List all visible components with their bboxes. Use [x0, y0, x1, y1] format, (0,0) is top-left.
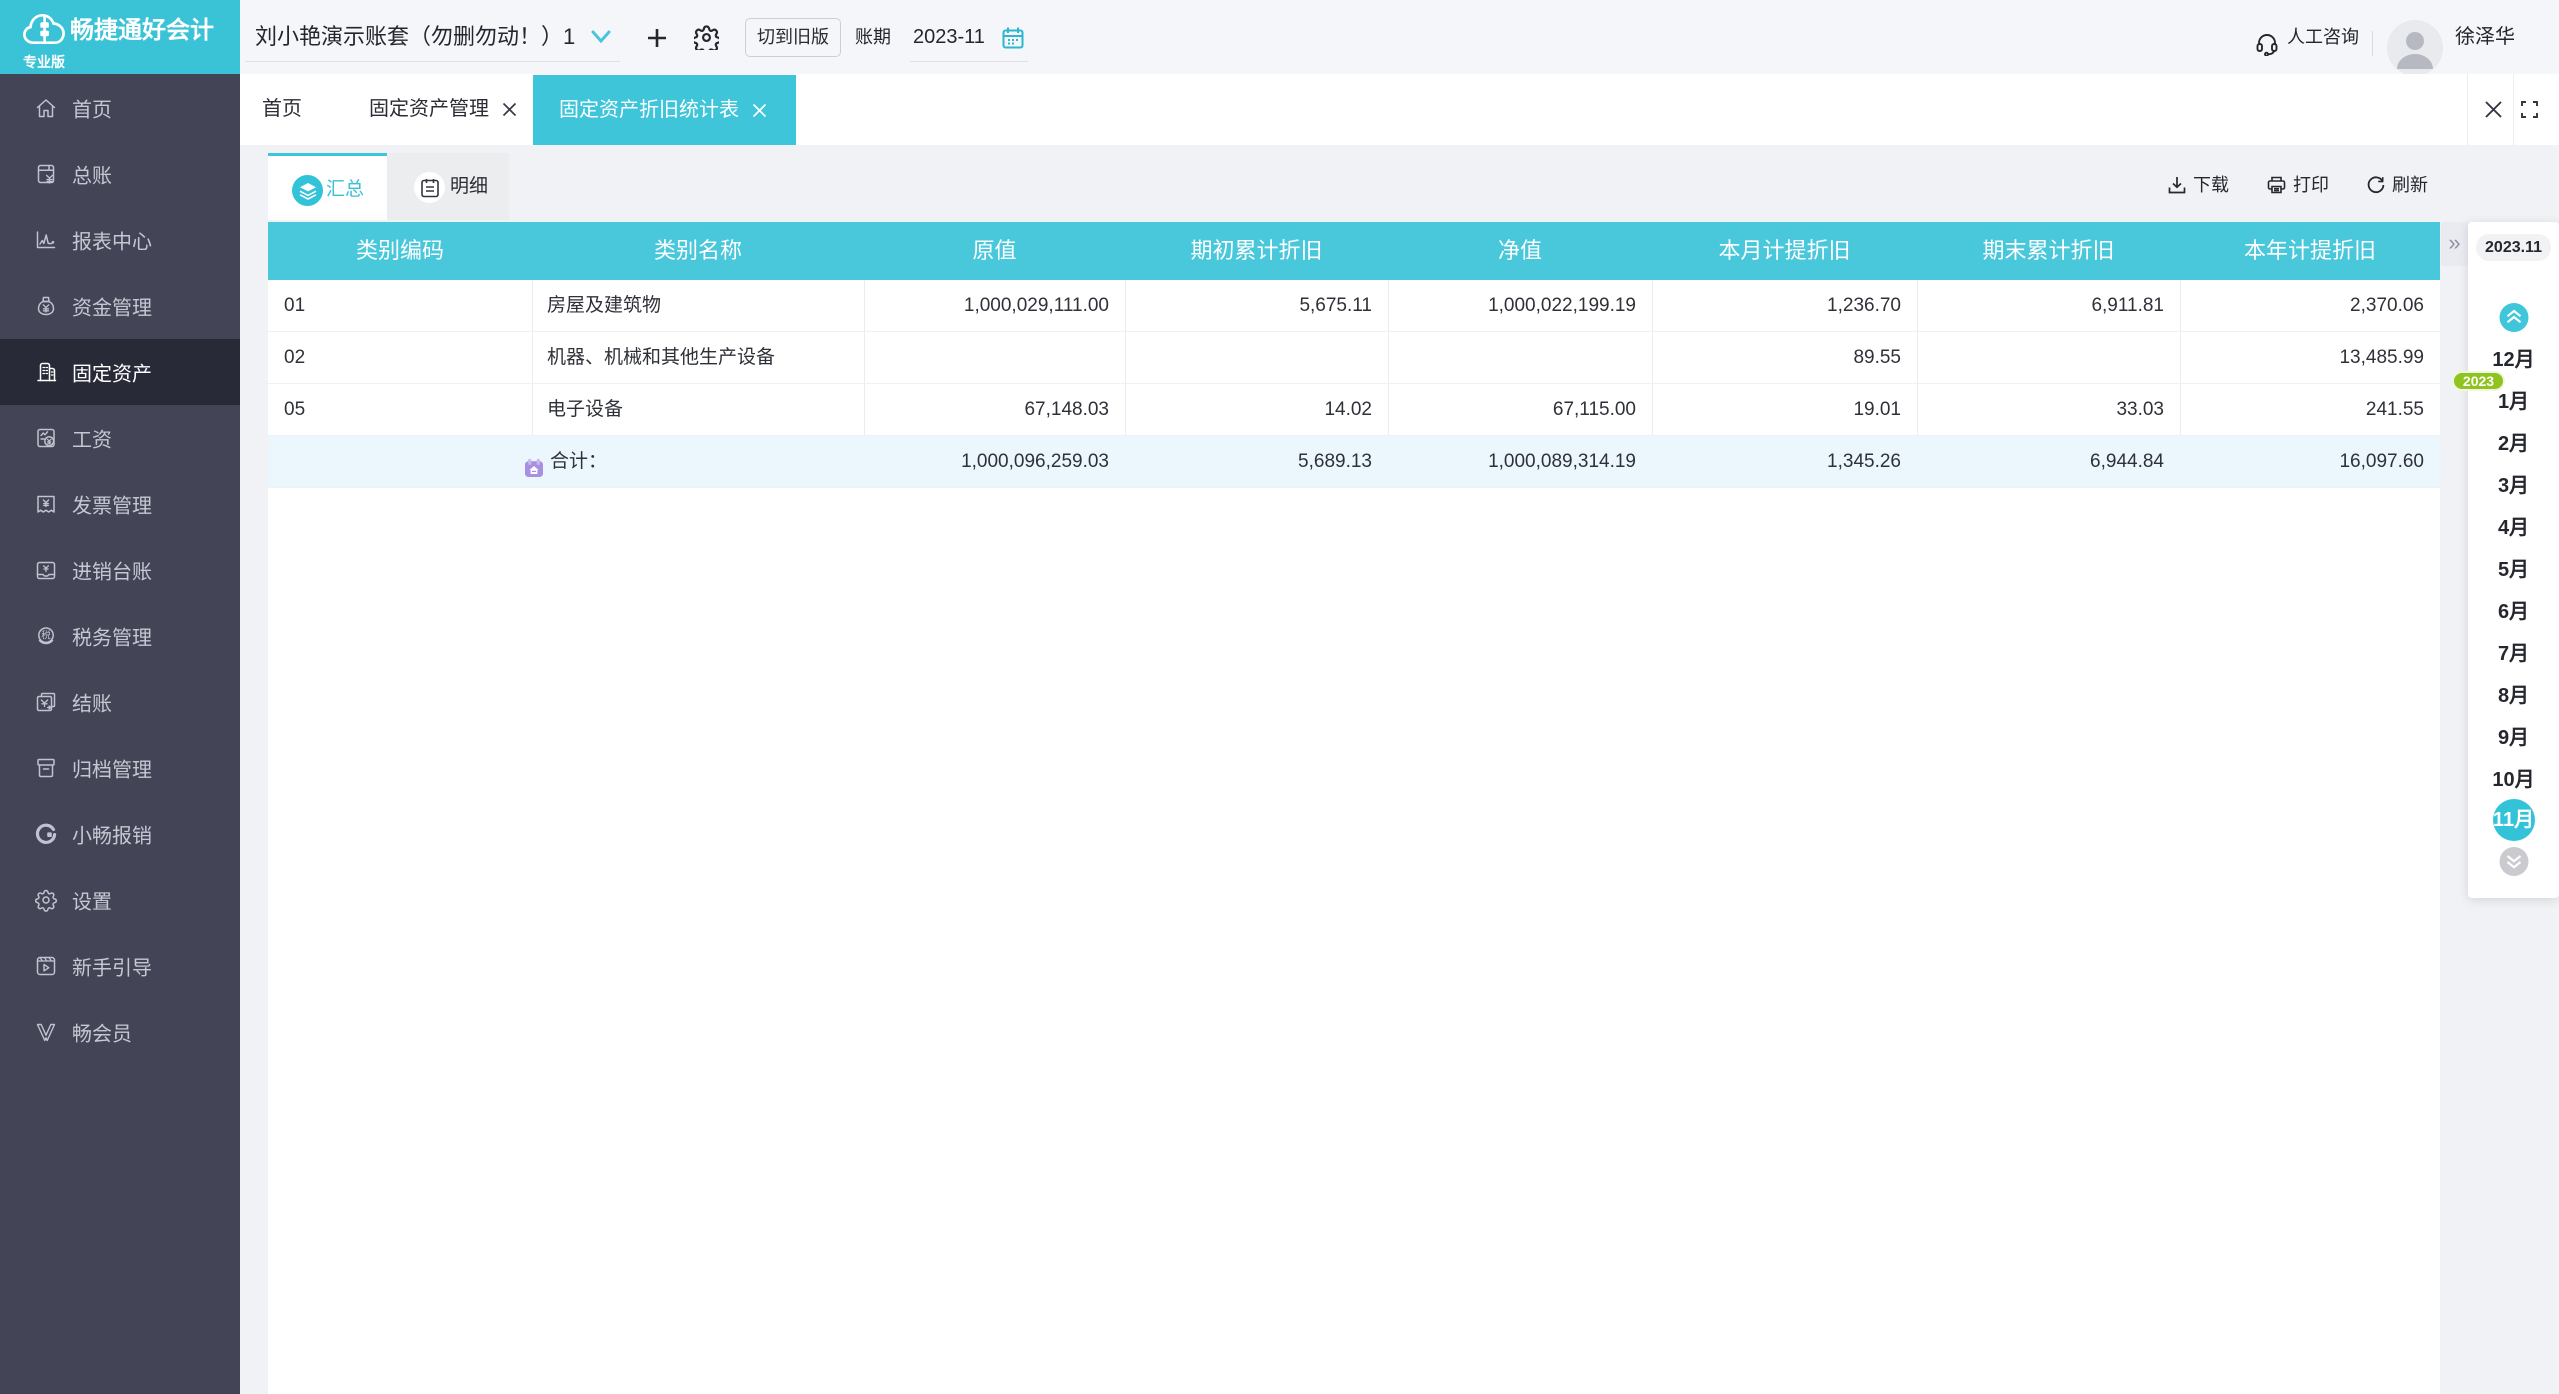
svg-text:税: 税 [41, 628, 51, 642]
